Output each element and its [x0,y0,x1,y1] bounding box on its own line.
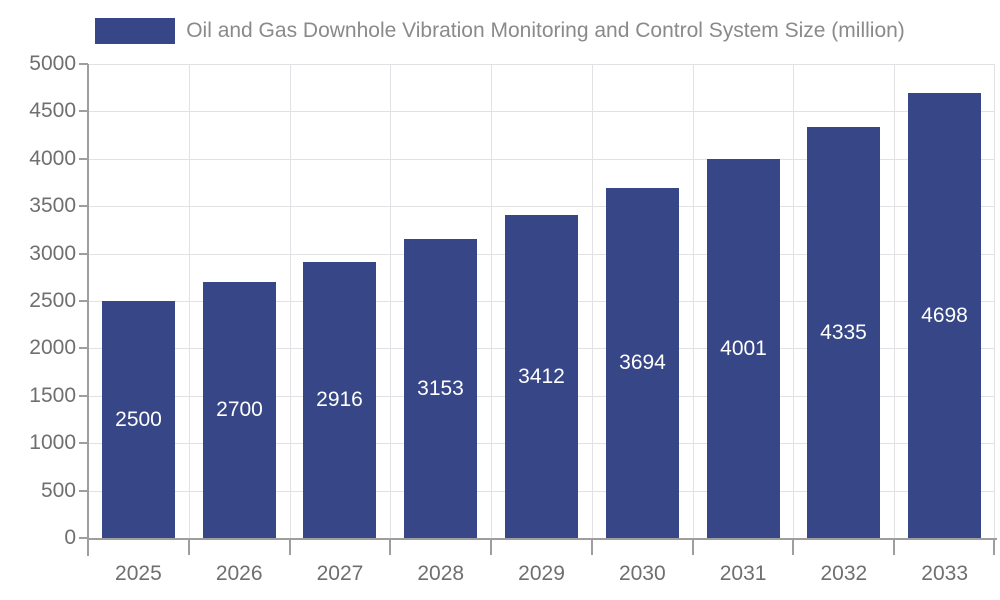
bar-value-label-wrap: 3153 [404,239,477,538]
bar-2033: 4698 [908,93,981,538]
bar-2032: 4335 [807,127,880,538]
y-tick-mark [79,158,88,160]
bar-2026: 2700 [203,282,276,538]
legend: Oil and Gas Downhole Vibration Monitorin… [0,18,1000,44]
bar-value-label: 2916 [316,388,363,411]
x-tick-mark [188,540,190,555]
bar-value-label-wrap: 3412 [505,215,578,538]
x-tick-label: 2031 [719,562,767,585]
y-tick-label: 0 [64,526,76,549]
y-tick-label: 5000 [29,52,76,75]
y-tick-mark [79,537,88,539]
x-axis-tick-marks [88,540,995,555]
y-tick-mark [79,63,88,65]
plot-area: 2500 2700 2916 3153 3412 3694 4001 4335 4698 [88,64,995,538]
bar-value-label: 4335 [820,320,867,344]
y-tick-label: 4500 [29,99,76,122]
x-tick-label: 2033 [921,562,968,585]
gridline-vertical [592,64,593,538]
bar-value-label-wrap: 4698 [908,93,981,538]
gridline-horizontal [88,111,995,112]
gridline-vertical [189,64,190,538]
bar-2029: 3412 [505,215,578,538]
gridline-vertical [693,64,694,538]
gridline-vertical [390,64,391,538]
legend-swatch [95,18,176,44]
x-tick-mark [591,540,593,555]
y-axis-line [87,64,89,556]
y-tick-mark [79,253,88,255]
gridline-horizontal [88,206,995,207]
x-tick-label: 2030 [618,562,666,585]
x-axis-line [87,538,997,540]
x-tick-mark [692,540,694,555]
bar-2028: 3153 [404,239,477,538]
bar-value-label: 2500 [115,407,162,431]
y-tick-label: 500 [40,479,76,502]
gridline-vertical [994,64,995,538]
y-axis-labels: 0 500 1000 1500 2000 2500 3000 3500 4000 4500 5000 [0,52,76,549]
y-tick-label: 2000 [29,336,76,359]
x-tick-mark [893,540,895,555]
bar-2031: 4001 [707,159,780,538]
bar-value-label: 4001 [720,336,767,360]
legend-label: Oil and Gas Downhole Vibration Monitorin… [186,19,905,42]
y-tick-mark [79,490,88,492]
bar-2030: 3694 [606,188,679,538]
y-tick-mark [79,110,88,112]
y-tick-mark [79,205,88,207]
gridline-vertical [793,64,794,538]
y-tick-mark [79,347,88,349]
bar-value-label-wrap: 4335 [807,127,880,538]
bar-value-label: 3153 [417,376,464,400]
x-tick-mark [389,540,391,555]
y-tick-mark [79,300,88,302]
y-tick-label: 2500 [29,289,76,312]
y-tick-mark [79,442,88,444]
bar-value-label: 2700 [216,398,263,421]
bar-value-label-wrap: 2916 [303,262,376,538]
bar-value-label: 3694 [619,351,666,374]
y-tick-label: 3000 [29,242,76,265]
x-tick-label: 2032 [820,562,868,585]
x-tick-mark [289,540,291,555]
y-axis-tick-marks [79,63,88,539]
y-tick-label: 1500 [29,384,76,407]
gridline-horizontal [88,64,995,65]
x-tick-mark [993,540,995,555]
bar-2025: 2500 [102,301,175,538]
x-tick-mark [490,540,492,555]
y-tick-label: 1000 [29,431,76,454]
x-axis-labels: 2025 2026 2027 2028 2029 2030 2031 2032 2033 [88,560,995,590]
x-tick-label: 2026 [215,562,263,585]
bar-2027: 2916 [303,262,376,538]
x-tick-label: 2028 [417,562,465,585]
x-tick-label: 2025 [115,562,162,585]
bar-value-label: 3412 [518,364,565,388]
y-tick-label: 3500 [29,194,76,217]
bar-value-label-wrap: 3694 [606,188,679,538]
gridline-vertical [491,64,492,538]
bar-value-label-wrap: 2500 [102,301,175,538]
bar-value-label: 4698 [921,303,968,327]
y-tick-label: 4000 [29,147,76,170]
x-tick-label: 2029 [518,562,565,585]
bar-value-label-wrap: 2700 [203,282,276,538]
x-tick-label: 2027 [316,562,364,585]
gridline-horizontal [88,159,995,160]
x-tick-mark [792,540,794,555]
y-tick-mark [79,395,88,397]
gridline-vertical [290,64,291,538]
gridline-vertical [894,64,895,538]
bar-value-label-wrap: 4001 [707,159,780,538]
